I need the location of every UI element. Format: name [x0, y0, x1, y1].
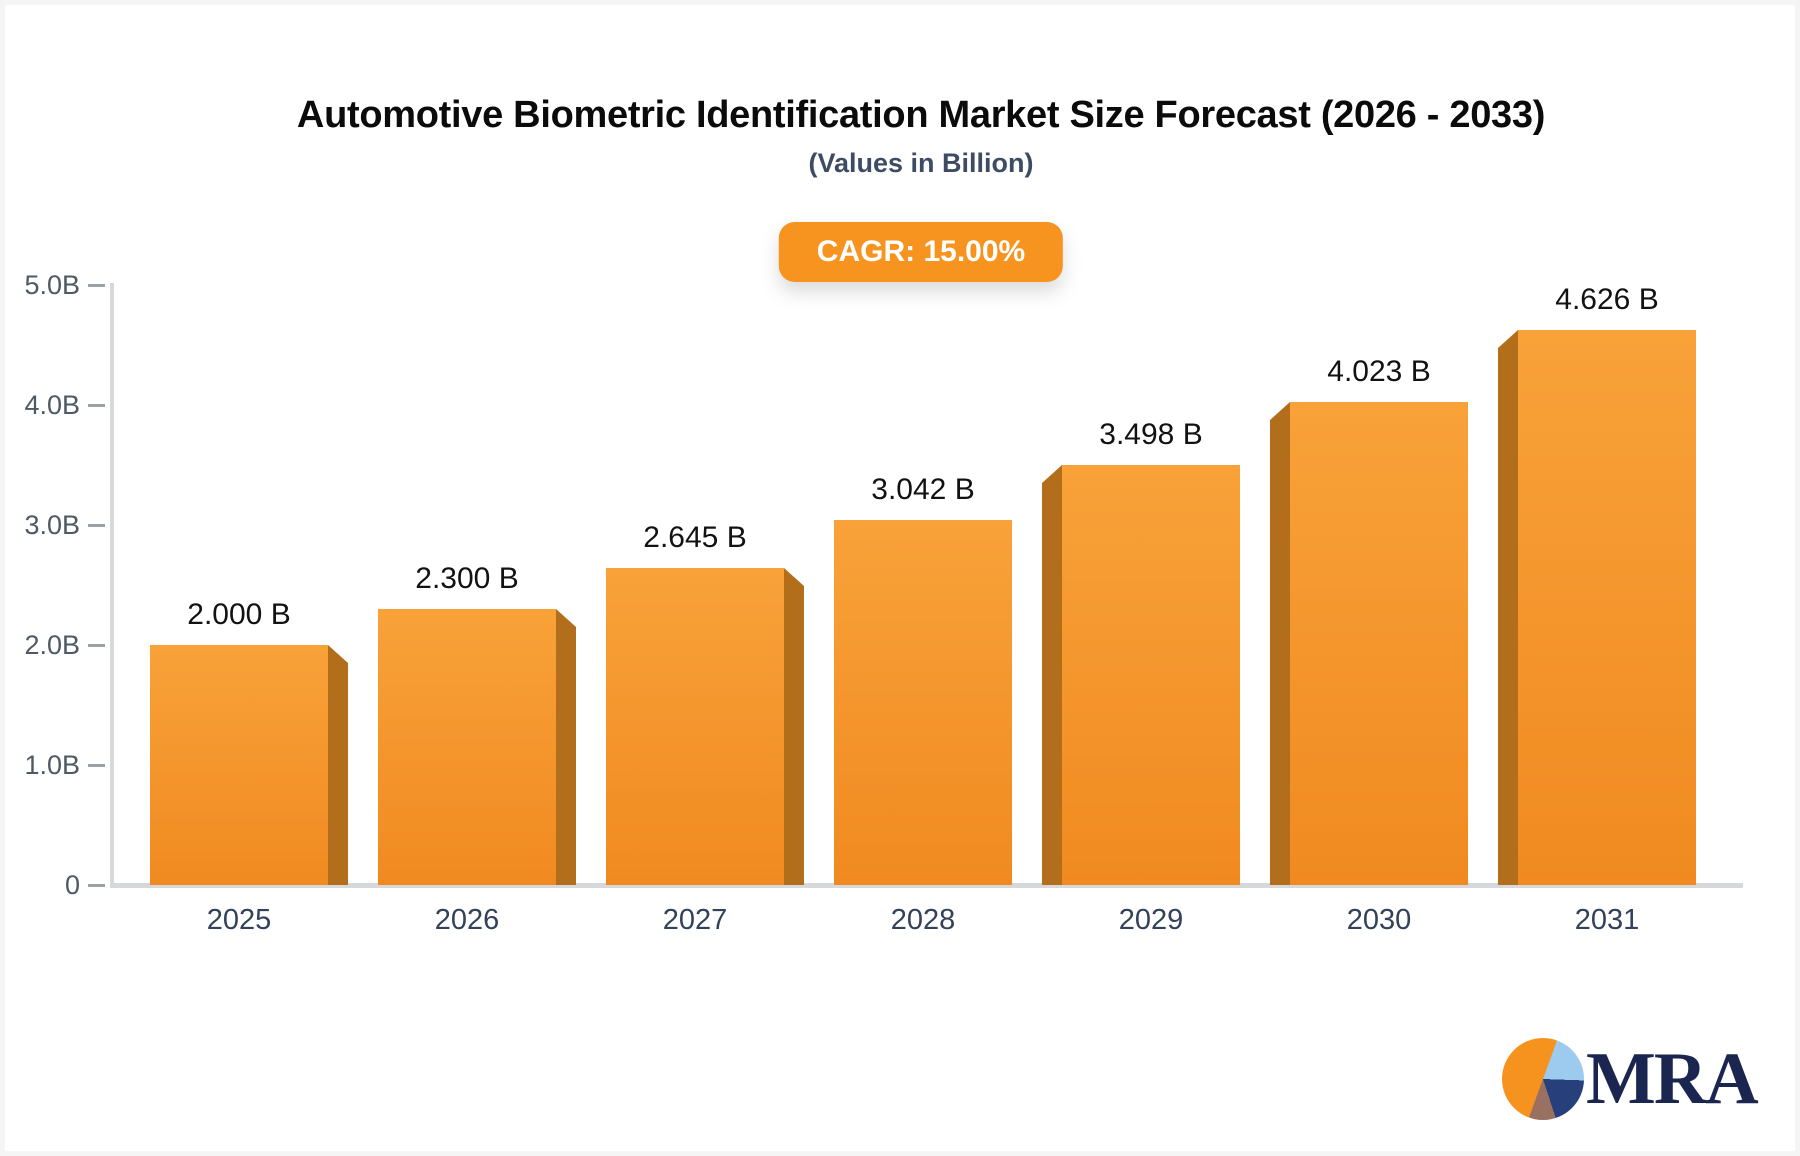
y-tick-mark: [88, 524, 105, 527]
y-tick-mark: [88, 644, 105, 647]
bar-2027: [606, 568, 804, 885]
bar-value-label: 3.042 B: [871, 473, 975, 506]
y-tick-label: 2.0B: [24, 630, 80, 660]
y-tick-label: 0: [64, 870, 80, 900]
x-axis-label: 2025: [206, 904, 272, 936]
bar-2029: [1042, 465, 1240, 885]
bar-2025: [150, 645, 348, 885]
x-axis-line: [110, 883, 1743, 888]
bar-face: [150, 645, 328, 885]
x-axis-label: 2027: [662, 904, 728, 936]
cagr-badge: CAGR: 15.00%: [778, 222, 1064, 282]
chart-header: Automotive Biometric Identification Mark…: [0, 0, 1800, 300]
x-axis-label: 2030: [1346, 904, 1412, 936]
bar-side-shadow: [1042, 465, 1062, 885]
bar-face: [1518, 330, 1696, 885]
x-axis-label: 2028: [890, 904, 956, 936]
bar-side-shadow: [328, 645, 348, 885]
y-tick-mark: [88, 884, 105, 887]
logo-text: MRA: [1586, 1038, 1759, 1120]
y-tick-mark: [88, 404, 105, 407]
y-tick-mark: [88, 764, 105, 767]
bar-2030: [1270, 402, 1468, 885]
bar-2028: [834, 520, 1012, 885]
bar-face: [606, 568, 784, 885]
bar-side-shadow: [1498, 330, 1518, 885]
bar-value-label: 4.626 B: [1555, 283, 1659, 316]
y-tick-label: 4.0B: [24, 390, 80, 420]
bar-face: [378, 609, 556, 885]
y-tick-mark: [88, 284, 105, 287]
bar-2031: [1498, 330, 1696, 885]
x-axis-label: 2031: [1574, 904, 1640, 936]
bar-2026: [378, 609, 576, 885]
bar-face: [1062, 465, 1240, 885]
bar-face: [834, 520, 1012, 885]
bar-value-label: 2.645 B: [643, 521, 747, 554]
bar-value-label: 2.300 B: [415, 562, 519, 595]
y-tick-label: 3.0B: [24, 510, 80, 540]
bar-side-shadow: [556, 609, 576, 885]
mra-logo: MRA: [1502, 1038, 1759, 1120]
bar-value-label: 3.498 B: [1099, 418, 1203, 451]
chart-subtitle: (Values in Billion): [808, 148, 1034, 178]
y-axis-line: [110, 283, 114, 885]
x-axis-label: 2026: [434, 904, 500, 936]
x-axis-label: 2029: [1118, 904, 1184, 936]
bar-side-shadow: [784, 568, 804, 885]
bar-side-shadow: [1270, 402, 1290, 885]
bar-value-label: 4.023 B: [1327, 355, 1431, 388]
bar-face: [1290, 402, 1468, 885]
y-tick-label: 1.0B: [24, 750, 80, 780]
y-tick-label: 5.0B: [24, 270, 80, 300]
chart-title: Automotive Biometric Identification Mark…: [296, 94, 1546, 136]
pie-chart-logo-icon: [1502, 1038, 1584, 1120]
bar-value-label: 2.000 B: [187, 598, 291, 631]
